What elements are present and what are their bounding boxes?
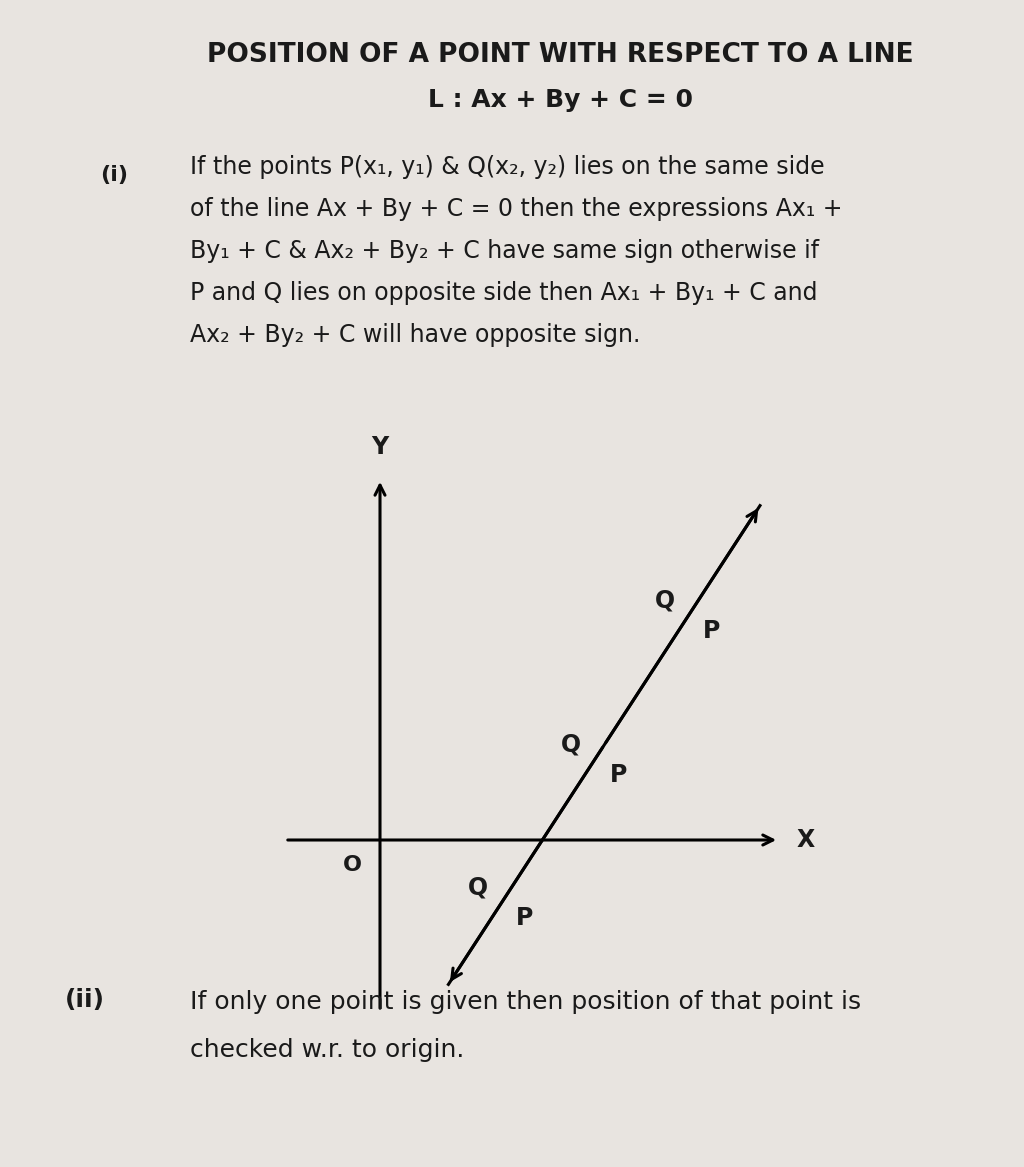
Text: O: O <box>342 855 361 875</box>
Text: X: X <box>797 829 815 852</box>
Text: Ax₂ + By₂ + C will have opposite sign.: Ax₂ + By₂ + C will have opposite sign. <box>190 323 640 347</box>
Text: Y: Y <box>372 435 389 459</box>
Text: (i): (i) <box>100 165 128 186</box>
Text: checked w.r. to origin.: checked w.r. to origin. <box>190 1037 464 1062</box>
Text: By₁ + C & Ax₂ + By₂ + C have same sign otherwise if: By₁ + C & Ax₂ + By₂ + C have same sign o… <box>190 239 819 263</box>
Text: P: P <box>609 763 627 787</box>
Text: P and Q lies on opposite side then Ax₁ + By₁ + C and: P and Q lies on opposite side then Ax₁ +… <box>190 281 817 305</box>
Text: of the line Ax + By + C = 0 then the expressions Ax₁ +: of the line Ax + By + C = 0 then the exp… <box>190 197 843 221</box>
Text: POSITION OF A POINT WITH RESPECT TO A LINE: POSITION OF A POINT WITH RESPECT TO A LI… <box>207 42 913 68</box>
Text: If only one point is given then position of that point is: If only one point is given then position… <box>190 990 861 1014</box>
Text: L : Ax + By + C = 0: L : Ax + By + C = 0 <box>427 88 692 112</box>
Text: (ii): (ii) <box>65 988 105 1012</box>
Text: P: P <box>703 619 721 643</box>
Text: Q: Q <box>654 588 675 613</box>
Text: If the points P(x₁, y₁) & Q(x₂, y₂) lies on the same side: If the points P(x₁, y₁) & Q(x₂, y₂) lies… <box>190 155 824 179</box>
Text: P: P <box>516 907 534 930</box>
Text: Q: Q <box>468 875 488 900</box>
Text: Q: Q <box>561 732 582 756</box>
